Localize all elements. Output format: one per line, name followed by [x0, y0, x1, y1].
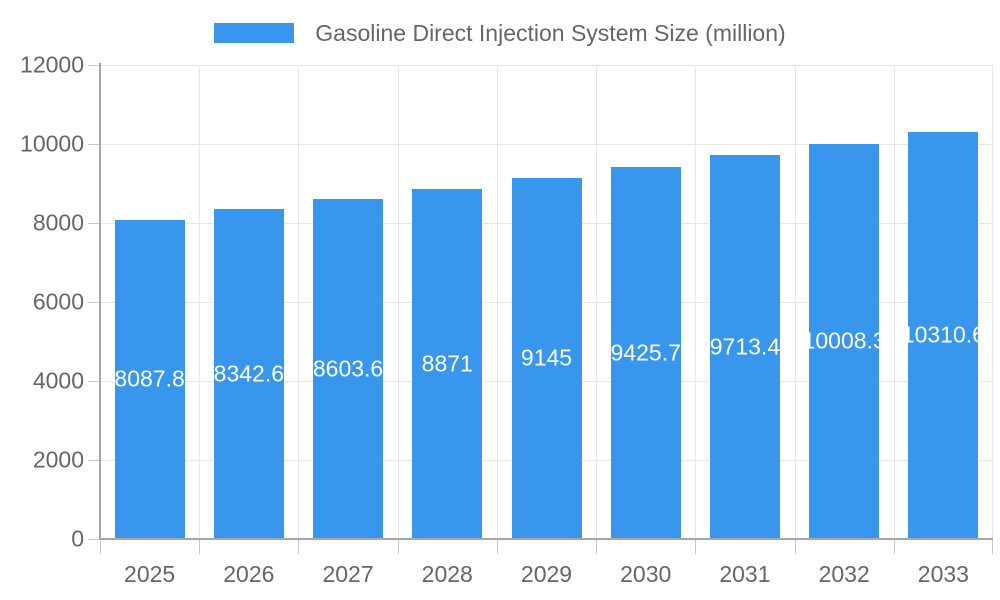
y-tick-label: 10000: [20, 130, 84, 157]
x-tick-mark: [893, 540, 895, 554]
x-tick-label: 2031: [719, 561, 771, 587]
h-gridline: [100, 65, 993, 66]
x-tick-label: 2032: [818, 561, 870, 587]
x-axis-line: [99, 538, 993, 540]
bar-value-label: 10310.6: [908, 321, 978, 348]
y-tick-label: 4000: [32, 367, 84, 394]
bar: 8871: [412, 188, 483, 539]
h-gridline: [100, 144, 993, 145]
v-gridline: [496, 65, 498, 539]
bar-value-label: 8871: [421, 350, 473, 377]
x-tick-label: 2033: [917, 561, 969, 587]
x-tick-label: 2026: [223, 561, 275, 587]
bar: 10008.3: [809, 143, 880, 539]
y-tick-mark: [88, 381, 100, 382]
plot-area: 8087.8 8342.6 8603.6 8871 9145 9425.7 9713.4 10…: [100, 65, 993, 540]
bar: 8087.8: [114, 219, 185, 539]
legend[interactable]: Gasoline Direct Injection System Size (m…: [0, 21, 1000, 45]
x-tick-mark: [100, 540, 101, 554]
v-gridline: [596, 65, 598, 539]
x-tick-label: 2025: [124, 561, 176, 587]
legend-swatch: [214, 23, 295, 43]
bar: 9713.4: [709, 155, 780, 539]
x-tick-mark: [794, 540, 796, 554]
x-tick-label: 2028: [421, 561, 473, 587]
x-tick-label: 2027: [322, 561, 374, 587]
y-tick-mark: [88, 223, 100, 224]
x-tick-mark: [596, 540, 598, 554]
x-tick-label: 2029: [520, 561, 573, 587]
bar-value-label: 9425.7: [610, 339, 681, 366]
y-tick-mark: [88, 302, 100, 303]
v-gridline: [893, 65, 895, 539]
x-tick-mark: [992, 540, 993, 554]
bar: 8603.6: [313, 199, 384, 539]
y-tick-label: 12000: [20, 51, 84, 78]
bar-value-label: 8603.6: [313, 355, 384, 382]
x-tick-mark: [298, 540, 300, 554]
bar-value-label: 8342.6: [213, 360, 284, 387]
x-tick-label: 2030: [620, 561, 672, 587]
x-tick-mark: [695, 540, 697, 554]
v-gridline: [695, 65, 697, 539]
v-gridline: [397, 65, 399, 539]
y-axis-line: [99, 63, 101, 539]
bar: 8342.6: [213, 209, 284, 539]
x-tick-mark: [496, 540, 498, 554]
y-tick-label: 0: [71, 525, 84, 552]
bar: 9145: [511, 177, 582, 539]
y-tick-label: 8000: [32, 209, 84, 236]
bar: 10310.6: [908, 131, 979, 539]
bar-value-label: 10008.3: [809, 327, 879, 354]
bar-value-label: 9713.4: [709, 333, 780, 360]
y-tick-mark: [88, 539, 100, 540]
v-gridline: [298, 65, 300, 539]
y-tick-mark: [88, 460, 100, 461]
v-gridline: [992, 65, 993, 539]
v-gridline: [794, 65, 796, 539]
y-tick-label: 2000: [32, 446, 84, 473]
bar-value-label: 8087.8: [114, 365, 185, 392]
y-tick-mark: [88, 65, 100, 66]
legend-label: Gasoline Direct Injection System Size (m…: [315, 20, 786, 46]
y-tick-label: 6000: [32, 288, 84, 315]
bar: 9425.7: [610, 166, 681, 539]
x-tick-mark: [199, 540, 201, 554]
bar-value-label: 9145: [520, 344, 573, 371]
y-tick-mark: [88, 144, 100, 145]
x-tick-mark: [397, 540, 399, 554]
v-gridline: [199, 65, 201, 539]
